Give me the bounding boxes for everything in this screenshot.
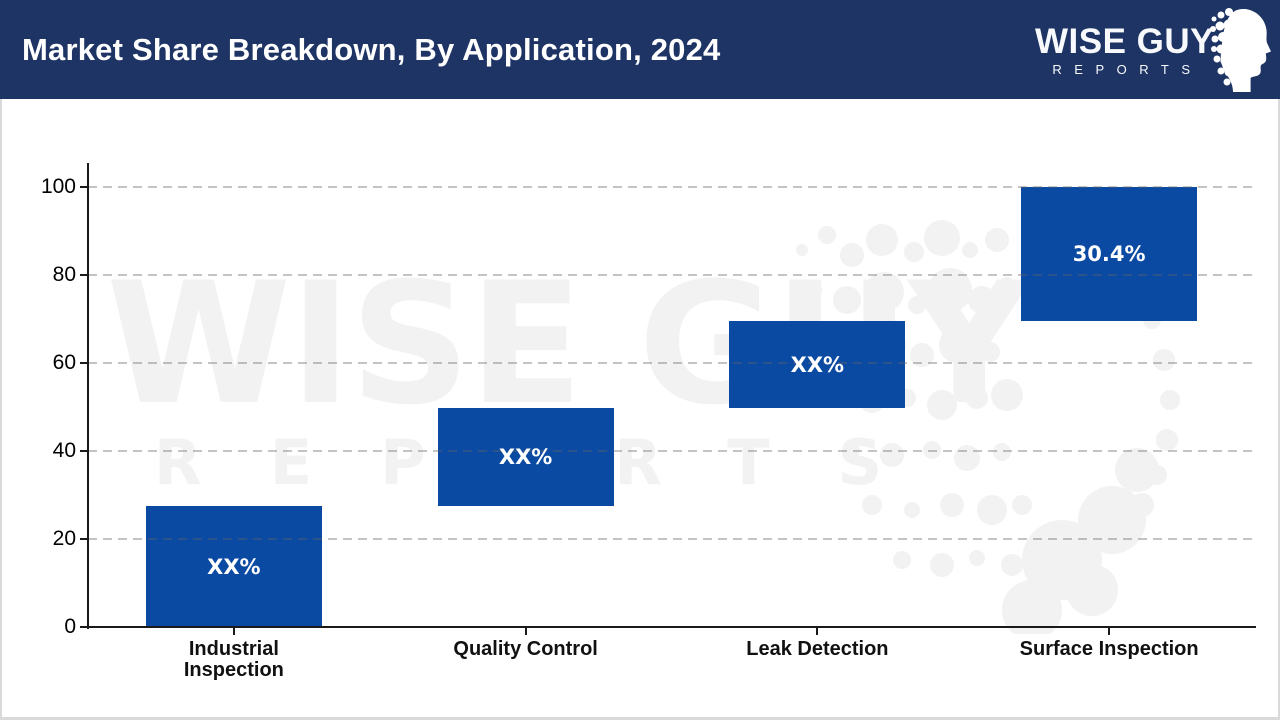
bar-value-label: 30.4% <box>1072 241 1146 266</box>
bar <box>437 408 614 506</box>
y-tick-mark <box>80 538 88 540</box>
header: Market Share Breakdown, By Application, … <box>0 0 1280 99</box>
gridline <box>88 450 1255 452</box>
y-tick-label: 0 <box>64 615 76 638</box>
logo-wordmark: WISE GUY REPORTS <box>1034 21 1214 78</box>
y-tick-label: 60 <box>52 351 76 374</box>
y-tick-mark <box>80 362 88 364</box>
y-tick-label: 40 <box>52 439 76 462</box>
x-tick-mark <box>1108 627 1111 635</box>
chart-title: Market Share Breakdown, By Application, … <box>22 31 721 67</box>
y-tick-mark <box>80 274 88 276</box>
y-tick-mark <box>80 626 88 628</box>
y-tick-label: 100 <box>40 175 76 198</box>
bar-value-label: XX% <box>498 445 553 470</box>
y-tick-mark <box>80 450 88 452</box>
bar-value-label: XX% <box>790 352 845 377</box>
logo: WISE GUY REPORTS <box>1035 5 1272 95</box>
x-tick-label: Surface Inspection <box>1019 638 1199 660</box>
y-tick-mark <box>80 186 88 188</box>
gridline <box>88 186 1255 188</box>
y-axis <box>87 163 89 629</box>
logo-line1: WISE GUY <box>1034 21 1214 61</box>
x-tick-label: Industrial Inspection <box>183 638 284 681</box>
bar <box>1021 187 1198 321</box>
logo-line2: REPORTS <box>1052 62 1203 78</box>
bar <box>729 320 906 409</box>
x-tick-label: Leak Detection <box>746 638 889 660</box>
x-axis <box>87 626 1256 628</box>
x-tick-label: Quality Control <box>453 638 598 660</box>
x-tick-mark <box>524 627 527 635</box>
gridline <box>88 362 1255 364</box>
y-tick-label: 20 <box>52 527 76 550</box>
x-tick-mark <box>232 627 235 635</box>
x-tick-mark <box>816 627 819 635</box>
gridline <box>88 538 1255 540</box>
bar-value-label: XX% <box>207 554 261 579</box>
y-tick-label: 80 <box>52 263 76 286</box>
gridline <box>88 274 1255 276</box>
wiseguy-face-icon <box>1210 8 1271 92</box>
bar <box>145 506 322 627</box>
